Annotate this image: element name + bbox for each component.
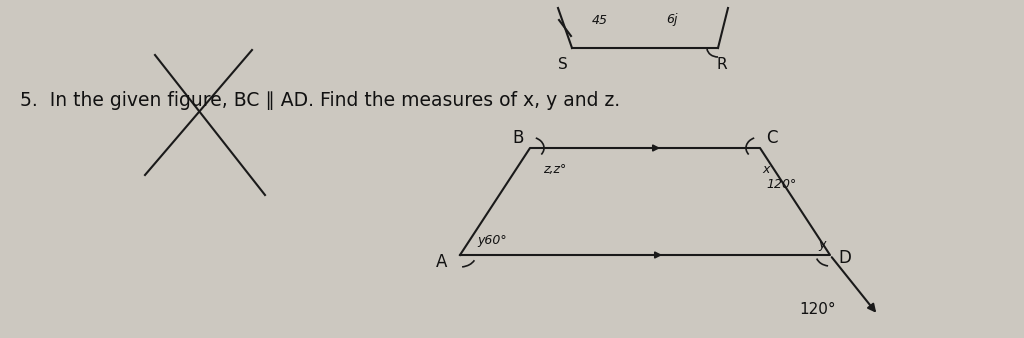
Text: y: y [818, 238, 825, 251]
Text: A: A [436, 253, 447, 271]
Text: D: D [839, 249, 851, 267]
Text: 6j: 6j [667, 14, 678, 26]
Text: y60°: y60° [477, 234, 507, 247]
Text: S: S [558, 57, 568, 72]
Text: z,z°: z,z° [543, 163, 566, 176]
Text: 45: 45 [592, 14, 608, 26]
Text: 5.  In the given figure, BC ∥ AD. Find the measures of x, y and z.: 5. In the given figure, BC ∥ AD. Find th… [20, 91, 621, 110]
Text: B: B [512, 129, 523, 147]
Text: 120°: 120° [766, 178, 797, 191]
Text: R: R [717, 57, 727, 72]
Text: x: x [762, 163, 769, 176]
Text: 120°: 120° [800, 302, 837, 317]
Text: C: C [766, 129, 778, 147]
